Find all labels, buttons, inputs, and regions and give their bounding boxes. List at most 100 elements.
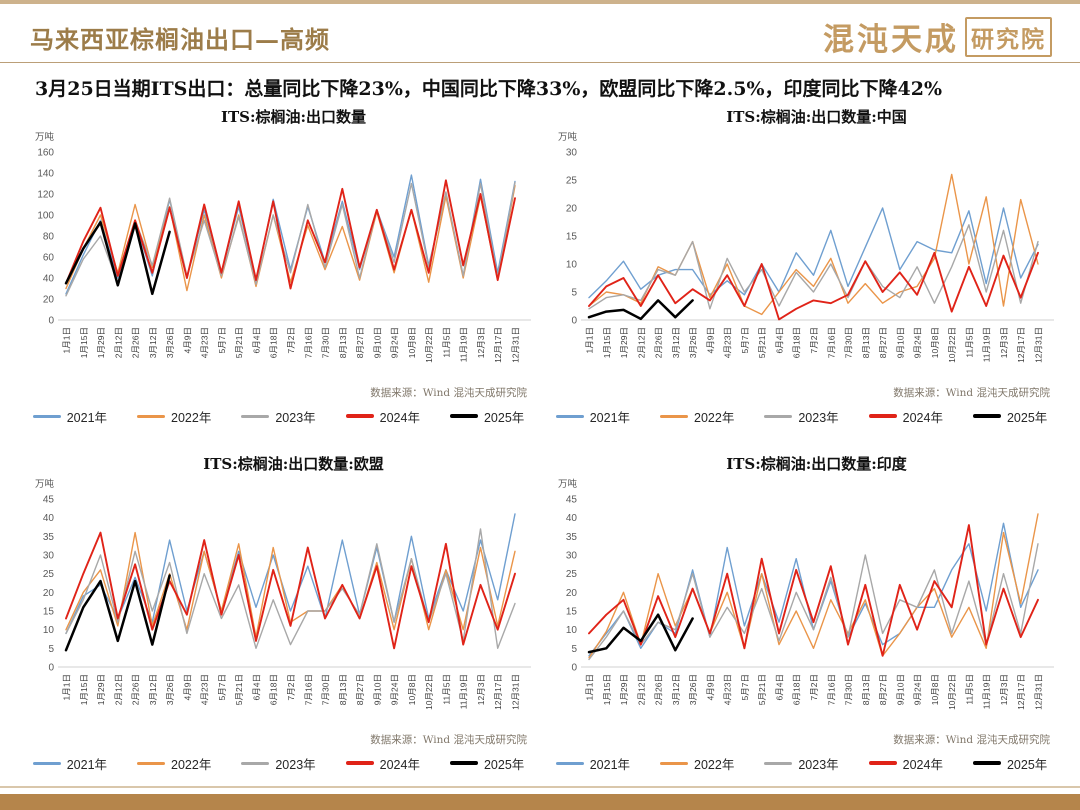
y-tick-label: 35 [43, 532, 55, 543]
x-tick-label: 11月5日 [441, 327, 451, 358]
x-tick-label: 1月15日 [602, 327, 612, 358]
x-tick-label: 10月22日 [424, 327, 434, 363]
y-tick-label: 20 [43, 588, 55, 599]
series-line-2021年 [588, 207, 1039, 299]
y-tick-label: 0 [48, 316, 54, 327]
series-line-2024年 [588, 251, 1039, 321]
chart-title: ITS:棕榈油:出口数量:中国 [726, 108, 907, 126]
x-tick-label: 1月15日 [79, 327, 89, 358]
chart-plot: 万吨 0 5 10 15 20 25 30 1月1日 1月15日 1月29日 2月12日 2月26日 3月… [558, 131, 1054, 363]
legend-label: 2021年 [589, 757, 631, 772]
y-tick-label: 15 [43, 607, 55, 618]
x-tick-label: 6月4日 [251, 674, 261, 700]
y-axis-unit: 万吨 [558, 478, 578, 490]
x-tick-label: 2月12日 [636, 327, 646, 358]
legend-line-icon [868, 414, 897, 418]
x-tick-label: 7月16日 [303, 674, 313, 705]
series-line-2024年 [65, 531, 516, 650]
x-tick-label: 10月8日 [930, 674, 940, 705]
x-tick-label: 1月1日 [62, 327, 72, 353]
x-tick-label: 12月3日 [999, 327, 1009, 358]
chart-total: ITS:棕榈油:出口数量 万吨 0 20 40 60 80 100 120 140 160 1月1日… [22, 106, 535, 437]
chart-china: ITS:棕榈油:出口数量:中国 万吨 0 5 10 15 20 25 30 1月1日 1月15日 1… [545, 106, 1058, 437]
legend-item-2025年: 2025年 [449, 407, 524, 426]
chart-title: ITS:棕榈油:出口数量:欧盟 [203, 455, 384, 473]
legend-line-icon [764, 414, 793, 418]
y-tick-label: 15 [566, 607, 578, 618]
x-tick-label: 7月30日 [844, 327, 854, 358]
legend-line-icon [345, 761, 374, 765]
legend-label: 2024年 [902, 757, 943, 772]
series-line-2025年 [587, 299, 694, 321]
x-tick-label: 2月26日 [654, 327, 664, 358]
y-tick-label: 80 [43, 232, 55, 243]
series-line-2025年 [64, 221, 171, 296]
x-tick-label: 7月30日 [844, 674, 854, 705]
legend-item-2022年: 2022年 [660, 407, 734, 426]
legend-line-icon [449, 761, 478, 765]
y-tick-label: 20 [43, 295, 55, 306]
legend-label: 2021年 [66, 410, 108, 425]
y-tick-label: 10 [566, 625, 578, 636]
legend-label: 2025年 [1006, 757, 1048, 772]
y-tick-label: 40 [43, 274, 55, 285]
x-tick-label: 12月17日 [493, 327, 503, 363]
header-divider [0, 62, 1080, 63]
legend-item-2024年: 2024年 [868, 754, 943, 773]
source-note: 数据来源：Wind 混沌天成研究院 [370, 734, 527, 746]
x-tick-label: 8月27日 [355, 327, 365, 358]
legend-line-icon [972, 414, 1001, 418]
x-tick-label: 10月8日 [407, 327, 417, 358]
legend-line-icon [241, 414, 270, 418]
x-tick-label: 11月19日 [982, 674, 992, 709]
legend-line-icon [32, 414, 61, 418]
series-line-2025年 [64, 574, 171, 652]
x-tick-label: 3月26日 [688, 674, 698, 705]
legend-item-2024年: 2024年 [868, 407, 943, 426]
x-tick-label: 12月17日 [1016, 674, 1026, 710]
y-tick-label: 100 [37, 211, 54, 222]
x-tick-label: 6月18日 [792, 674, 802, 705]
y-tick-label: 20 [566, 204, 578, 215]
x-tick-label: 2月12日 [113, 327, 123, 358]
legend-line-icon [660, 414, 689, 418]
legend-item-2025年: 2025年 [972, 754, 1048, 773]
x-tick-label: 1月29日 [619, 327, 629, 358]
y-tick-label: 5 [571, 288, 577, 299]
chart-legend: 2021年 2022年 2023年 2024年 2025年 [22, 751, 535, 775]
y-axis-unit: 万吨 [35, 478, 55, 490]
x-tick-label: 10月8日 [407, 674, 417, 705]
y-tick-label: 15 [566, 232, 578, 243]
x-tick-label: 6月4日 [774, 674, 784, 700]
bottom-divider [0, 786, 1080, 788]
x-tick-label: 5月7日 [740, 674, 750, 700]
x-tick-label: 6月4日 [774, 327, 784, 353]
x-tick-label: 8月27日 [878, 674, 888, 705]
page-title: 马来西亚棕榈油出口—高频 [30, 25, 330, 54]
chart-title: ITS:棕榈油:出口数量:印度 [726, 455, 907, 473]
x-tick-label: 4月23日 [723, 674, 733, 705]
x-tick-label: 4月9日 [182, 674, 192, 700]
legend-item-2021年: 2021年 [555, 407, 630, 426]
x-tick-label: 8月13日 [338, 327, 348, 358]
x-tick-label: 3月12日 [148, 327, 158, 358]
series-line-2022年 [65, 184, 516, 292]
legend-label: 2022年 [171, 757, 212, 772]
y-axis-unit: 万吨 [35, 131, 55, 143]
x-tick-label: 4月9日 [705, 327, 715, 353]
x-tick-label: 3月26日 [688, 327, 698, 358]
series-line-2025年 [587, 613, 694, 654]
logo-badge: 研究院 [965, 16, 1052, 57]
y-tick-label: 0 [48, 663, 54, 674]
legend-line-icon [137, 761, 166, 765]
series-line-2021年 [65, 513, 516, 635]
series-line-2022年 [588, 513, 1039, 659]
x-tick-label: 9月24日 [913, 327, 923, 358]
legend-line-icon [764, 761, 793, 765]
x-tick-label: 2月26日 [654, 674, 664, 705]
legend-item-2021年: 2021年 [32, 754, 107, 773]
x-tick-label: 4月23日 [200, 327, 210, 358]
legend-label: 2025年 [1006, 410, 1048, 425]
x-tick-label: 2月26日 [131, 327, 141, 358]
legend-label: 2022年 [694, 410, 735, 425]
